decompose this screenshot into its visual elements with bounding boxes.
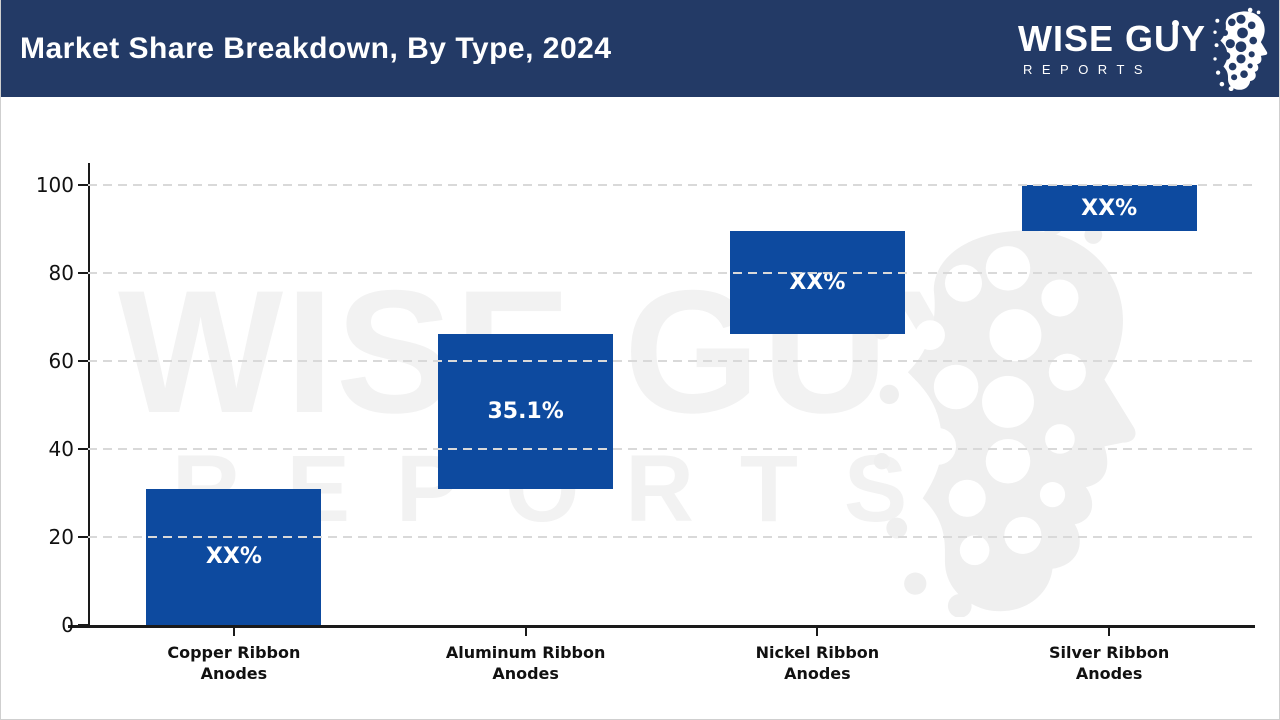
y-tick-label: 100	[35, 173, 74, 197]
y-tick-label: 40	[48, 437, 74, 461]
bar-copper: XX%	[146, 488, 322, 625]
x-category-label: Silver Ribbon Anodes	[989, 643, 1229, 685]
x-category-label: Aluminum Ribbon Anodes	[406, 643, 646, 685]
x-category-label-line: Nickel Ribbon	[755, 643, 880, 662]
page-title: Market Share Breakdown, By Type, 2024	[20, 31, 612, 65]
gridline-20	[88, 536, 1255, 538]
x-category-label-line: Anodes	[492, 663, 559, 683]
bar-nickel: XX%	[729, 231, 905, 335]
x-category-label-line: Anodes	[200, 663, 268, 683]
chart-area: WISE GUY REPORTS 0 20 40 60 80 100 XX% Copper R…	[0, 97, 1280, 720]
y-tick-label: 20	[48, 525, 74, 549]
y-tick-label: 0	[61, 613, 74, 637]
x-tick-mark	[232, 628, 235, 636]
x-category-label-line: Copper Ribbon	[167, 643, 301, 662]
y-tick-mark	[78, 624, 88, 626]
y-tick-mark	[78, 448, 88, 450]
bar-value-label: XX%	[1081, 195, 1138, 221]
y-tick-mark	[78, 272, 88, 274]
x-tick-mark	[816, 628, 819, 636]
wiseguy-face-icon	[1213, 7, 1268, 91]
bar-value-label: XX%	[789, 270, 846, 296]
plot-area: 0 20 40 60 80 100 XX% Copper Ribbon Anodes 35.1% A…	[36, 163, 1255, 683]
watermark-face-icon	[873, 212, 1136, 617]
logo-subtitle: REPORTS	[1022, 62, 1153, 77]
x-category-label: Nickel Ribbon Anodes	[697, 643, 937, 685]
header-bar: Market Share Breakdown, By Type, 2024 WI…	[0, 0, 1280, 97]
y-axis-line	[88, 163, 90, 625]
y-tick-mark	[78, 184, 88, 186]
x-category-label-line: Silver Ribbon	[1048, 643, 1170, 662]
y-tick-mark	[78, 536, 88, 538]
x-category-label-line: Aluminum Ribbon	[445, 643, 606, 662]
gridline-100	[88, 184, 1255, 186]
y-tick-label: 60	[48, 349, 74, 373]
y-tick-mark	[78, 360, 88, 362]
bar-value-label: 35.1%	[487, 398, 564, 424]
wiseguy-logo: WISE GUY REPORTS	[1018, 7, 1272, 91]
gridline-60	[88, 360, 1255, 362]
logo-dot-icon	[1172, 20, 1179, 27]
x-tick-mark	[524, 628, 527, 636]
x-category-label-line: Anodes	[784, 663, 851, 683]
bar-value-label: XX%	[205, 544, 262, 570]
logo-wordmark: WISE GUY	[1017, 18, 1206, 59]
bar-silver: XX%	[1021, 185, 1197, 232]
x-tick-mark	[1108, 628, 1111, 636]
y-tick-label: 80	[48, 261, 74, 285]
x-category-label: Copper Ribbon Anodes	[114, 643, 354, 685]
x-category-label-line: Anodes	[1075, 663, 1143, 683]
gridline-80	[88, 272, 1255, 274]
x-axis-line	[68, 625, 1255, 628]
bar-aluminum: 35.1%	[438, 334, 614, 489]
wiseguy-logo-text: WISE GUY REPORTS	[1017, 18, 1206, 77]
gridline-40	[88, 448, 1255, 450]
